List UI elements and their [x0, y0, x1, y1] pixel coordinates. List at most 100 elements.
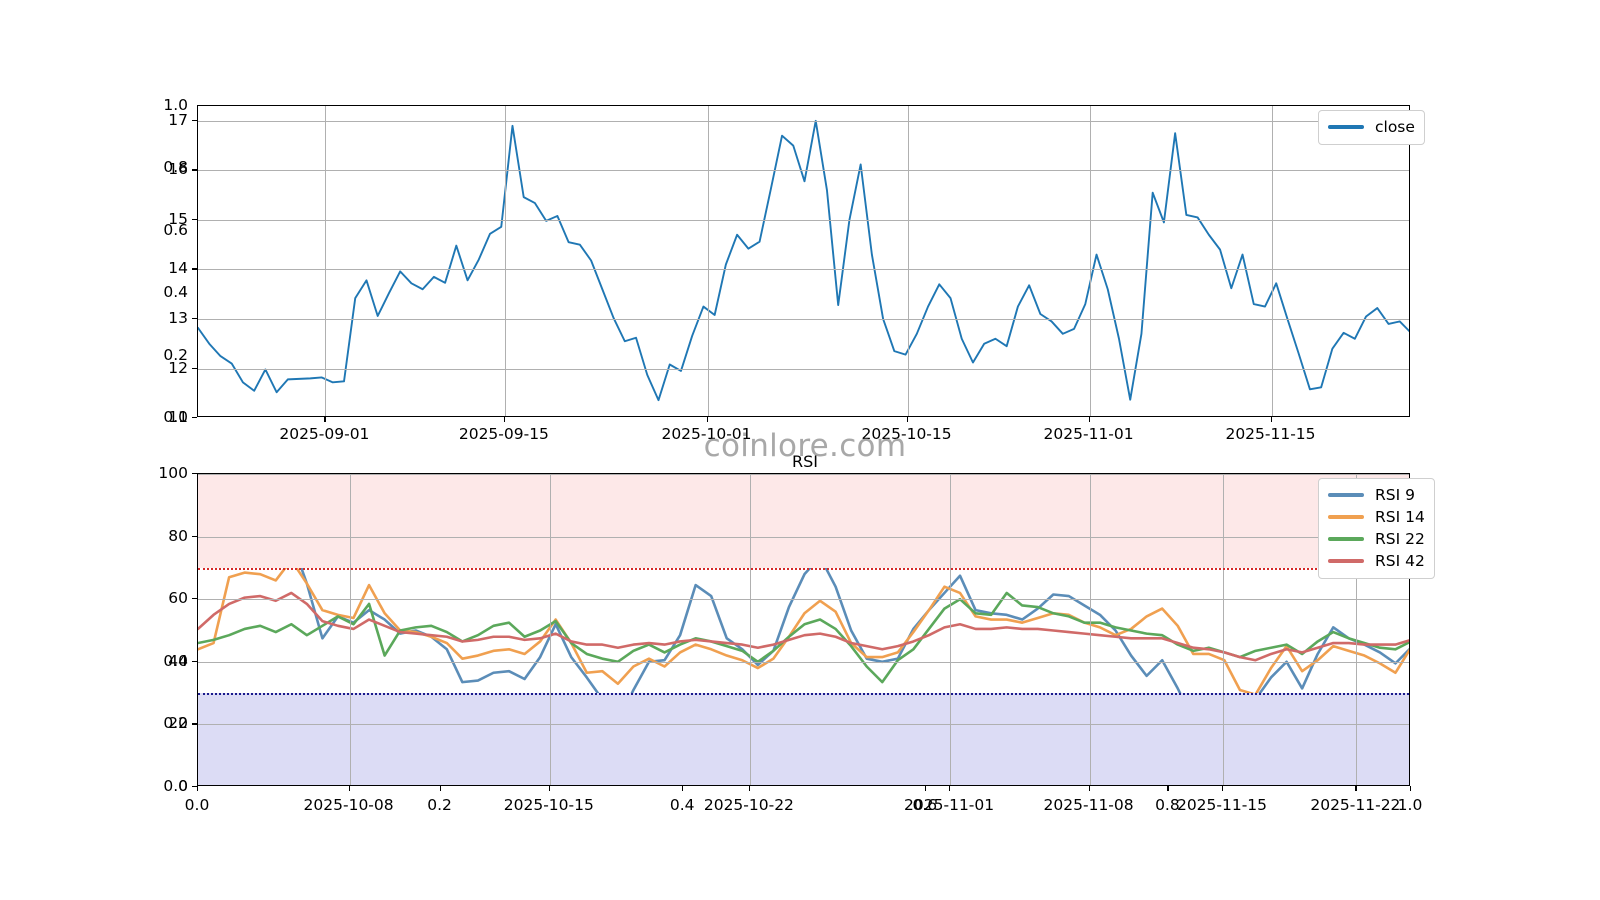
y-tick-label-secondary: 0.6 [163, 220, 188, 239]
y-tick-label: 60 [168, 589, 188, 608]
y-tick-label: 15 [168, 209, 188, 228]
y-tickmark [192, 786, 197, 788]
y-tick-label: 16 [168, 160, 188, 179]
x-tickmark [748, 786, 751, 791]
rsi-legend-swatch [1328, 493, 1364, 497]
y-tick-label: 12 [168, 358, 188, 377]
x-tick-label: 2025-10-01 [661, 425, 752, 443]
y-tickmark [192, 268, 197, 270]
price-legend-row: close [1328, 116, 1415, 138]
y-tickmark [192, 119, 197, 122]
gridline [198, 319, 1409, 320]
x-tick-label: 2025-10-08 [303, 796, 394, 814]
rsi-legend-swatch [1328, 515, 1364, 519]
price-plot-area [198, 106, 1409, 416]
x-tick-label-secondary: 0.4 [669, 796, 695, 814]
rsi-chart-axes [197, 473, 1410, 786]
price-legend-label: close [1375, 118, 1415, 136]
x-tickmark [682, 786, 684, 791]
x-tick-label: 2025-09-01 [279, 425, 370, 443]
x-tickmark [348, 786, 350, 791]
x-tickmark [949, 786, 951, 791]
rsi-panel-title: RSI [792, 452, 818, 471]
gridline [198, 599, 1409, 601]
gridline [198, 269, 1409, 271]
price-chart-axes [197, 105, 1410, 417]
gridline [198, 219, 1409, 221]
y-tick-label: 17 [168, 110, 188, 129]
y-tick-label: 20 [168, 714, 188, 733]
y-tick-label: 11 [168, 408, 188, 426]
gridline [749, 474, 751, 785]
x-tick-label: 2025-11-08 [1043, 796, 1134, 814]
rsi-legend-row: RSI 22 [1328, 528, 1425, 550]
x-tickmark [1270, 417, 1272, 422]
y-tick-label-secondary: 0.0 [163, 777, 188, 795]
rsi-legend-swatch [1328, 537, 1364, 541]
x-tick-label-secondary: 0.6 [912, 796, 938, 814]
gridline [198, 724, 1409, 726]
y-tick-label: 0 [178, 777, 188, 795]
gridline [1089, 474, 1091, 785]
gridline [504, 106, 506, 416]
y-tickmark [192, 473, 197, 475]
x-tick-label-secondary: 0.0 [184, 796, 210, 814]
gridline [950, 474, 952, 785]
rsi-legend-label: RSI 9 [1375, 486, 1415, 504]
y-tick-label-secondary: 1.0 [163, 96, 188, 114]
x-tick-label: 2025-11-22 [1310, 796, 1401, 814]
threshold-line [198, 693, 1409, 696]
x-tickmark [1088, 417, 1090, 422]
y-tickmark [192, 723, 197, 725]
y-tick-label: 14 [168, 259, 188, 278]
x-tickmark [324, 417, 326, 422]
y-tick-label-secondary: 0.8 [163, 158, 188, 177]
y-tickmark [192, 218, 197, 221]
x-tick-label: 2025-10-15 [503, 796, 594, 814]
gridline [198, 661, 1409, 663]
gridline [1223, 474, 1224, 785]
x-tick-label: 2025-10-15 [861, 425, 952, 443]
x-tick-label: 2025-11-01 [904, 796, 995, 814]
gridline [707, 106, 709, 416]
y-tick-label-secondary: 0.4 [163, 283, 188, 302]
price-legend-swatch [1328, 125, 1364, 129]
threshold-band [198, 693, 1409, 785]
gridline [1356, 474, 1358, 785]
x-tickmark [197, 786, 199, 791]
y-tickmark [192, 367, 197, 369]
y-tickmark [192, 417, 197, 419]
y-tick-label: 40 [168, 651, 188, 670]
rsi-legend-row: RSI 9 [1328, 484, 1425, 506]
gridline [198, 536, 1409, 538]
x-tick-label: 2025-10-22 [703, 796, 794, 814]
rsi-legend-swatch [1328, 559, 1364, 563]
rsi-legend-label: RSI 14 [1375, 508, 1425, 526]
gridline [1089, 106, 1091, 416]
y-tick-label: 13 [168, 309, 188, 327]
threshold-line [198, 567, 1409, 570]
price-legend: close [1318, 110, 1425, 145]
x-tickmark [1167, 786, 1169, 791]
x-tick-label-secondary: 0.8 [1155, 796, 1180, 814]
x-tick-label: 2025-11-01 [1043, 425, 1134, 443]
x-tickmark [439, 786, 441, 791]
rsi-legend-row: RSI 42 [1328, 550, 1425, 572]
threshold-band [198, 474, 1409, 568]
rsi-legend: RSI 9 RSI 14 RSI 22 RSI 42 [1318, 478, 1435, 579]
gridline [198, 170, 1409, 172]
gridline [349, 474, 351, 785]
y-tickmark [192, 598, 197, 600]
gridline [198, 368, 1409, 370]
x-tickmark [503, 417, 506, 422]
y-tick-label-secondary: 0.4 [163, 651, 188, 670]
y-tick-label-secondary: 0.0 [163, 408, 188, 426]
y-tickmark [192, 535, 197, 537]
rsi-legend-label: RSI 42 [1375, 552, 1425, 570]
x-tickmark [924, 786, 927, 791]
x-tickmark [1355, 786, 1357, 791]
x-tick-label: 2025-09-15 [458, 425, 549, 443]
gridline [198, 120, 1409, 122]
x-tickmark [1088, 786, 1090, 791]
x-tick-label-secondary: 1.0 [1397, 796, 1423, 814]
